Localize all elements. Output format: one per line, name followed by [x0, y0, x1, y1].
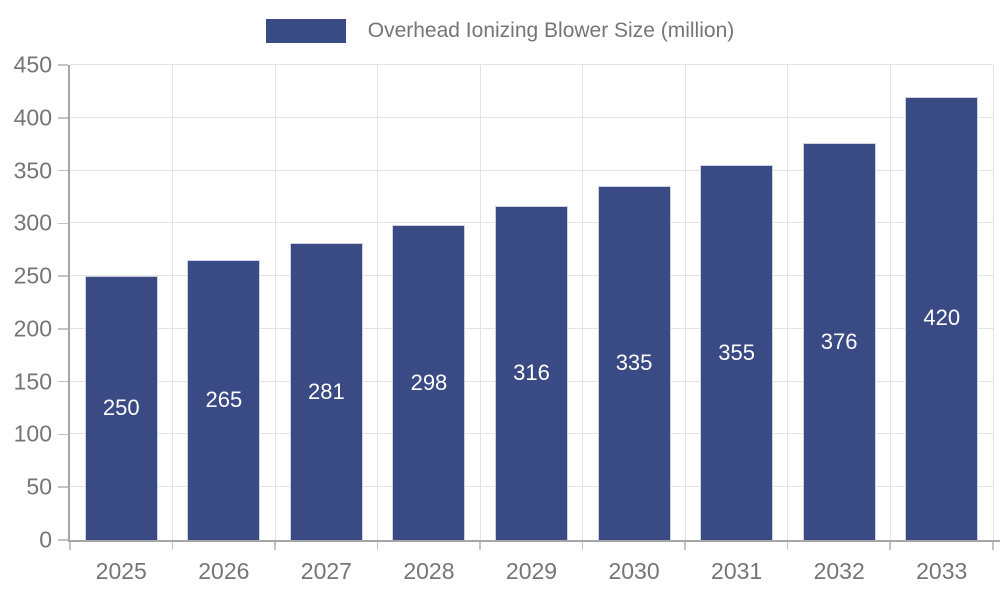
- x-tick-label: 2028: [403, 558, 455, 584]
- gridline-vertical: [889, 65, 891, 540]
- x-tick: [69, 542, 71, 550]
- gridline-vertical: [479, 65, 481, 540]
- y-tick: [58, 64, 68, 66]
- x-tick: [889, 542, 891, 550]
- x-tick: [171, 542, 174, 550]
- y-tick-label: 200: [13, 315, 52, 342]
- legend-label: Overhead Ionizing Blower Size (million): [367, 19, 735, 42]
- x-tick-label: 2033: [916, 558, 968, 584]
- bar: [84, 276, 158, 540]
- bar-value-label: 355: [718, 339, 755, 365]
- legend-swatch: [265, 19, 346, 43]
- x-tick-label: 2027: [300, 558, 352, 584]
- x-tick-label: 2025: [95, 558, 147, 584]
- x-tick-label: 2029: [505, 558, 558, 584]
- y-tick: [58, 328, 68, 330]
- gridline-vertical: [992, 65, 994, 540]
- bar: [392, 225, 466, 540]
- x-tick-label: 2026: [198, 558, 250, 584]
- gridline-vertical: [172, 65, 174, 540]
- bar-value-label: 316: [513, 360, 550, 386]
- y-tick-label: 400: [13, 104, 52, 131]
- y-tick: [58, 117, 68, 119]
- plot-area: 250 265 281 298 316 335 355 376 420: [70, 64, 994, 540]
- gridline-vertical: [274, 65, 276, 540]
- y-tick: [58, 539, 68, 541]
- bar: [905, 96, 979, 540]
- y-tick-label: 250: [13, 262, 52, 289]
- bar: [700, 165, 774, 540]
- y-tick-label: 350: [13, 157, 52, 184]
- y-tick: [58, 380, 68, 383]
- x-tick: [581, 542, 584, 550]
- bar-value-label: 250: [102, 395, 140, 421]
- gridline-vertical: [787, 65, 789, 540]
- y-tick-label: 50: [26, 473, 52, 500]
- bar: [597, 186, 671, 540]
- x-tick: [992, 542, 994, 550]
- bar: [187, 260, 261, 540]
- y-tick-label: 0: [39, 526, 52, 553]
- y-tick: [58, 486, 68, 488]
- y-axis-line: [68, 65, 70, 542]
- x-tick: [376, 542, 379, 550]
- gridline-vertical: [582, 65, 584, 540]
- x-tick-label: 2030: [608, 558, 660, 584]
- bar-value-label: 265: [205, 387, 243, 413]
- bar: [289, 243, 363, 540]
- gridline-horizontal: [70, 116, 993, 118]
- y-tick: [58, 222, 68, 225]
- x-tick: [684, 542, 686, 550]
- y-tick-label: 450: [13, 51, 52, 78]
- x-axis-line: [68, 540, 1000, 542]
- x-tick: [274, 542, 276, 550]
- y-tick: [58, 169, 68, 172]
- gridline-vertical: [377, 65, 379, 540]
- x-tick: [479, 542, 481, 550]
- bar-value-label: 281: [308, 378, 345, 404]
- bar-value-label: 298: [410, 369, 448, 395]
- x-tick-label: 2032: [813, 558, 865, 584]
- y-tick-label: 100: [13, 420, 52, 447]
- bar: [495, 206, 568, 540]
- bar-value-label: 376: [820, 328, 858, 354]
- y-tick: [58, 433, 68, 436]
- x-tick-label: 2031: [711, 558, 763, 584]
- gridline-vertical: [684, 65, 686, 540]
- bar-value-label: 420: [923, 305, 961, 331]
- gridline-horizontal: [70, 64, 993, 65]
- x-tick: [786, 542, 789, 550]
- bar-value-label: 335: [615, 350, 653, 376]
- bar: [802, 143, 876, 540]
- gridline-horizontal: [70, 169, 993, 171]
- legend[interactable]: Overhead Ionizing Blower Size (million): [0, 19, 1000, 43]
- y-tick-label: 150: [13, 368, 52, 395]
- y-tick-label: 300: [13, 209, 52, 236]
- y-tick: [58, 275, 68, 277]
